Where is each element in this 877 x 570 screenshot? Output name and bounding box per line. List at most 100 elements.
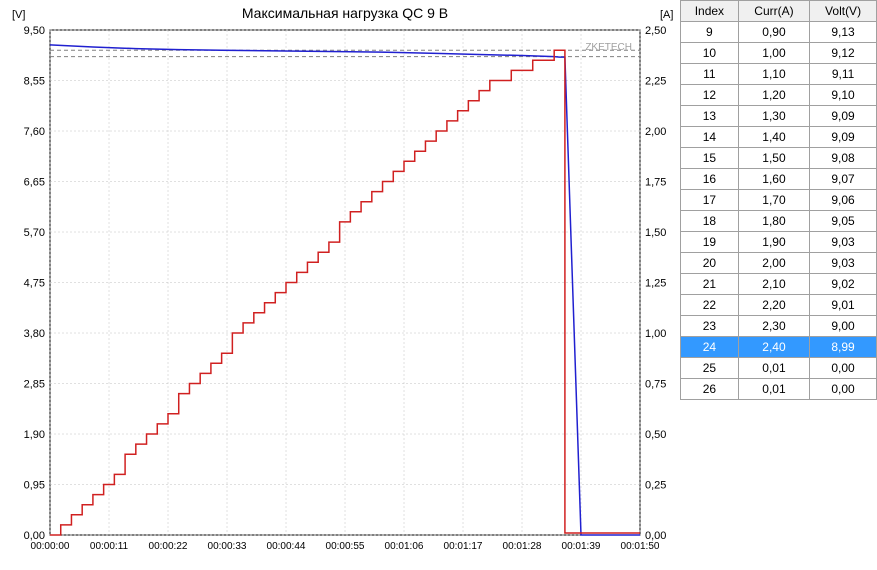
table-cell: 8,99 bbox=[810, 337, 877, 358]
chart-region: 0,000,951,902,853,804,755,706,657,608,55… bbox=[0, 0, 680, 570]
table-cell: 2,40 bbox=[738, 337, 809, 358]
data-table-region: Index Curr(A) Volt(V) 90,909,13101,009,1… bbox=[680, 0, 877, 570]
table-row[interactable]: 232,309,00 bbox=[681, 316, 877, 337]
table-cell: 14 bbox=[681, 127, 739, 148]
table-cell: 9,11 bbox=[810, 64, 877, 85]
table-cell: 1,90 bbox=[738, 232, 809, 253]
col-index: Index bbox=[681, 1, 739, 22]
table-cell: 9 bbox=[681, 22, 739, 43]
table-cell: 0,01 bbox=[738, 358, 809, 379]
table-cell: 9,05 bbox=[810, 211, 877, 232]
table-cell: 0,01 bbox=[738, 379, 809, 400]
table-cell: 19 bbox=[681, 232, 739, 253]
svg-text:00:01:28: 00:01:28 bbox=[503, 541, 542, 552]
table-row[interactable]: 260,010,00 bbox=[681, 379, 877, 400]
table-row[interactable]: 191,909,03 bbox=[681, 232, 877, 253]
table-row[interactable]: 131,309,09 bbox=[681, 106, 877, 127]
table-cell: 18 bbox=[681, 211, 739, 232]
svg-text:9,50: 9,50 bbox=[24, 25, 45, 37]
table-cell: 26 bbox=[681, 379, 739, 400]
svg-text:Максимальная нагрузка QC 9 В: Максимальная нагрузка QC 9 В bbox=[242, 5, 448, 21]
table-cell: 9,08 bbox=[810, 148, 877, 169]
table-row[interactable]: 212,109,02 bbox=[681, 274, 877, 295]
svg-text:00:00:55: 00:00:55 bbox=[326, 541, 365, 552]
table-cell: 1,60 bbox=[738, 169, 809, 190]
table-cell: 9,12 bbox=[810, 43, 877, 64]
table-row[interactable]: 202,009,03 bbox=[681, 253, 877, 274]
svg-text:1,75: 1,75 bbox=[645, 177, 666, 189]
svg-text:ZKETECH: ZKETECH bbox=[585, 42, 632, 53]
table-cell: 1,40 bbox=[738, 127, 809, 148]
table-cell: 1,20 bbox=[738, 85, 809, 106]
svg-text:00:00:00: 00:00:00 bbox=[31, 541, 70, 552]
data-table: Index Curr(A) Volt(V) 90,909,13101,009,1… bbox=[680, 0, 877, 400]
table-row[interactable]: 181,809,05 bbox=[681, 211, 877, 232]
table-row[interactable]: 121,209,10 bbox=[681, 85, 877, 106]
col-current: Curr(A) bbox=[738, 1, 809, 22]
table-cell: 9,00 bbox=[810, 316, 877, 337]
col-voltage: Volt(V) bbox=[810, 1, 877, 22]
table-cell: 11 bbox=[681, 64, 739, 85]
table-cell: 2,30 bbox=[738, 316, 809, 337]
table-cell: 9,03 bbox=[810, 232, 877, 253]
table-cell: 9,09 bbox=[810, 106, 877, 127]
table-cell: 1,70 bbox=[738, 190, 809, 211]
table-row[interactable]: 90,909,13 bbox=[681, 22, 877, 43]
svg-text:0,95: 0,95 bbox=[24, 480, 45, 492]
table-cell: 20 bbox=[681, 253, 739, 274]
table-cell: 0,90 bbox=[738, 22, 809, 43]
table-cell: 10 bbox=[681, 43, 739, 64]
svg-text:0,75: 0,75 bbox=[645, 379, 666, 391]
svg-text:6,65: 6,65 bbox=[24, 177, 45, 189]
table-cell: 23 bbox=[681, 316, 739, 337]
table-cell: 22 bbox=[681, 295, 739, 316]
table-row[interactable]: 222,209,01 bbox=[681, 295, 877, 316]
table-row[interactable]: 242,408,99 bbox=[681, 337, 877, 358]
table-row[interactable]: 101,009,12 bbox=[681, 43, 877, 64]
table-cell: 2,00 bbox=[738, 253, 809, 274]
table-cell: 15 bbox=[681, 148, 739, 169]
table-row[interactable]: 151,509,08 bbox=[681, 148, 877, 169]
svg-text:1,90: 1,90 bbox=[24, 429, 45, 441]
svg-text:00:01:39: 00:01:39 bbox=[562, 541, 601, 552]
table-cell: 9,07 bbox=[810, 169, 877, 190]
table-cell: 17 bbox=[681, 190, 739, 211]
table-row[interactable]: 161,609,07 bbox=[681, 169, 877, 190]
table-cell: 9,10 bbox=[810, 85, 877, 106]
table-cell: 1,80 bbox=[738, 211, 809, 232]
table-cell: 9,09 bbox=[810, 127, 877, 148]
svg-text:00:00:44: 00:00:44 bbox=[267, 541, 306, 552]
table-cell: 24 bbox=[681, 337, 739, 358]
svg-text:2,25: 2,25 bbox=[645, 76, 666, 88]
svg-text:7,60: 7,60 bbox=[24, 126, 45, 138]
svg-text:8,55: 8,55 bbox=[24, 76, 45, 88]
svg-text:1,00: 1,00 bbox=[645, 328, 666, 340]
table-cell: 9,06 bbox=[810, 190, 877, 211]
table-cell: 0,00 bbox=[810, 358, 877, 379]
table-row[interactable]: 141,409,09 bbox=[681, 127, 877, 148]
table-row[interactable]: 250,010,00 bbox=[681, 358, 877, 379]
svg-text:2,85: 2,85 bbox=[24, 379, 45, 391]
svg-text:2,00: 2,00 bbox=[645, 126, 666, 138]
svg-text:4,75: 4,75 bbox=[24, 278, 45, 290]
svg-text:1,50: 1,50 bbox=[645, 227, 666, 239]
table-cell: 1,00 bbox=[738, 43, 809, 64]
svg-text:5,70: 5,70 bbox=[24, 227, 45, 239]
svg-text:0,50: 0,50 bbox=[645, 429, 666, 441]
table-cell: 2,10 bbox=[738, 274, 809, 295]
table-cell: 1,50 bbox=[738, 148, 809, 169]
table-header-row: Index Curr(A) Volt(V) bbox=[681, 1, 877, 22]
svg-text:3,80: 3,80 bbox=[24, 328, 45, 340]
svg-text:00:00:22: 00:00:22 bbox=[149, 541, 188, 552]
svg-text:00:00:33: 00:00:33 bbox=[208, 541, 247, 552]
table-row[interactable]: 171,709,06 bbox=[681, 190, 877, 211]
table-cell: 2,20 bbox=[738, 295, 809, 316]
svg-text:00:00:11: 00:00:11 bbox=[90, 541, 129, 552]
table-row[interactable]: 111,109,11 bbox=[681, 64, 877, 85]
table-cell: 0,00 bbox=[810, 379, 877, 400]
table-cell: 1,10 bbox=[738, 64, 809, 85]
svg-text:00:01:50: 00:01:50 bbox=[621, 541, 660, 552]
table-cell: 1,30 bbox=[738, 106, 809, 127]
svg-text:[A]: [A] bbox=[660, 9, 673, 21]
svg-text:[V]: [V] bbox=[12, 9, 25, 21]
